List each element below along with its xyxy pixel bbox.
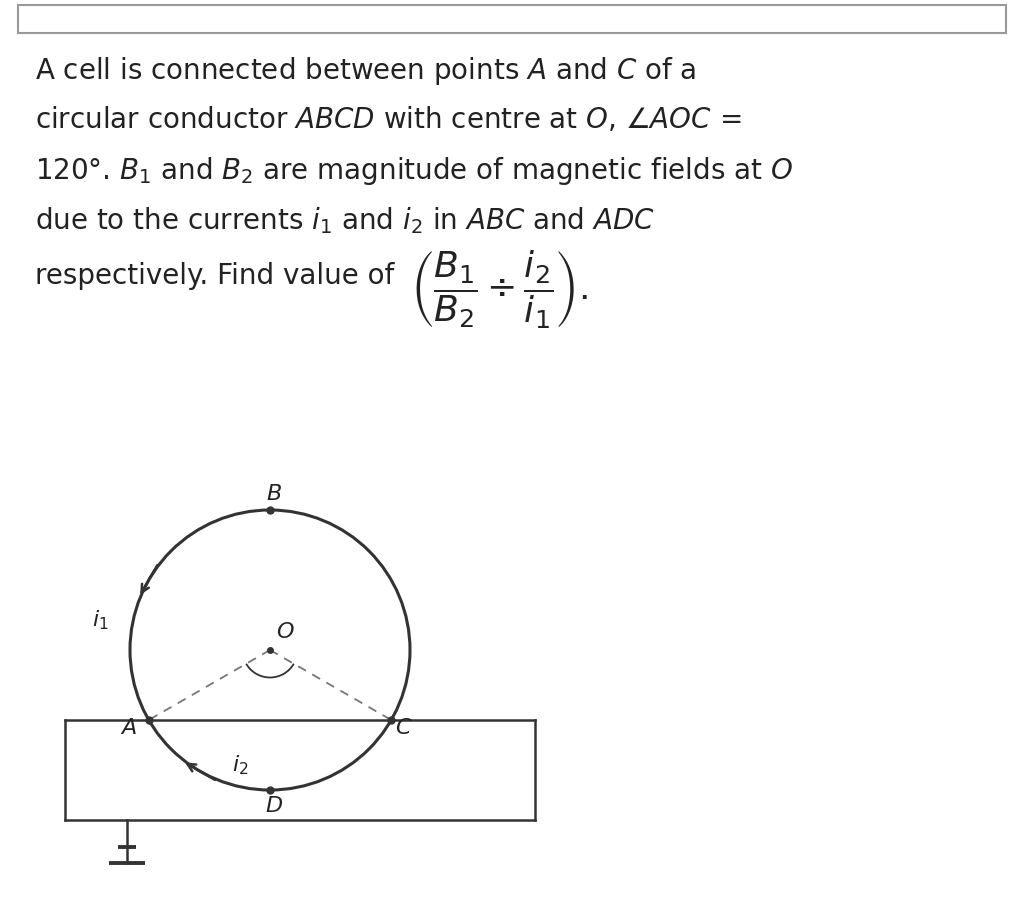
Text: O: O (276, 622, 294, 642)
Text: C: C (395, 718, 411, 738)
Text: $\left(\dfrac{B_1}{B_2} \div \dfrac{i_2}{i_1}\right).$: $\left(\dfrac{B_1}{B_2} \div \dfrac{i_2}… (410, 248, 589, 330)
Bar (18, 5, 1006, 33)
Text: 120°. $B_1$ and $B_2$ are magnitude of magnetic fields at $O$: 120°. $B_1$ and $B_2$ are magnitude of m… (35, 155, 793, 187)
Text: D: D (265, 796, 283, 816)
Text: due to the currents $i_1$ and $i_2$ in $ABC$ and $ADC$: due to the currents $i_1$ and $i_2$ in $… (35, 205, 655, 236)
Text: A cell is connected between points $A$ and $C$ of a: A cell is connected between points $A$ a… (35, 55, 696, 87)
Text: $i_1$: $i_1$ (92, 608, 109, 632)
Text: B: B (266, 484, 282, 504)
Text: $i_2$: $i_2$ (231, 754, 248, 777)
Text: A: A (121, 718, 136, 738)
Text: respectively. Find value of: respectively. Find value of (35, 262, 394, 290)
Text: circular conductor $ABCD$ with centre at $O$, $\angle AOC$ =: circular conductor $ABCD$ with centre at… (35, 105, 741, 134)
